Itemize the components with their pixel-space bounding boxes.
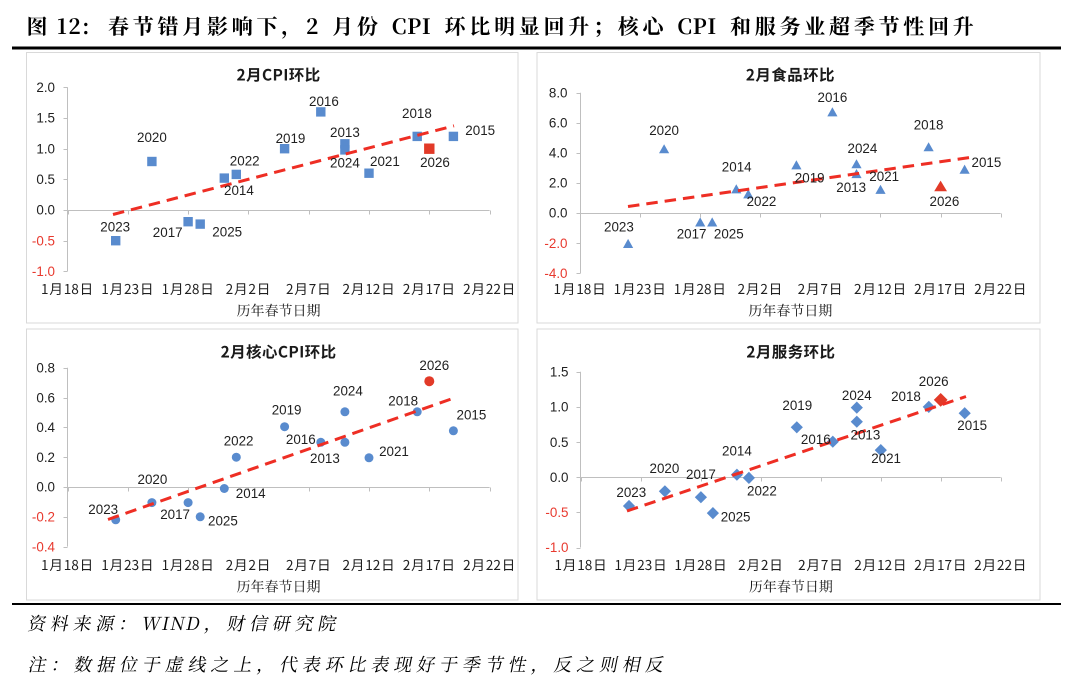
- svg-text:2018: 2018: [891, 389, 921, 404]
- svg-text:0.5: 0.5: [550, 435, 569, 450]
- svg-text:1.0: 1.0: [36, 141, 55, 156]
- svg-text:2021: 2021: [871, 451, 901, 466]
- svg-text:0.6: 0.6: [36, 390, 55, 405]
- svg-text:2013: 2013: [330, 125, 360, 140]
- svg-text:2021: 2021: [379, 444, 409, 459]
- svg-text:2015: 2015: [972, 155, 1002, 170]
- svg-text:2016: 2016: [818, 90, 848, 105]
- svg-text:2023: 2023: [100, 220, 130, 235]
- svg-text:2017: 2017: [677, 227, 707, 242]
- svg-text:2019: 2019: [276, 131, 306, 146]
- svg-text:2017: 2017: [160, 507, 190, 522]
- svg-text:2013: 2013: [851, 428, 881, 443]
- svg-text:-2.0: -2.0: [544, 236, 567, 251]
- svg-text:2018: 2018: [914, 118, 944, 133]
- svg-text:2023: 2023: [604, 220, 634, 235]
- svg-text:0.0: 0.0: [36, 480, 55, 495]
- svg-text:2014: 2014: [722, 160, 752, 175]
- svg-text:1.5: 1.5: [36, 111, 55, 126]
- svg-text:2014: 2014: [236, 486, 266, 501]
- svg-text:2025: 2025: [714, 227, 744, 242]
- svg-text:8.0: 8.0: [549, 85, 568, 100]
- svg-text:-1.0: -1.0: [32, 264, 55, 279]
- svg-text:2023: 2023: [616, 485, 646, 500]
- svg-text:2022: 2022: [224, 433, 254, 448]
- svg-text:2026: 2026: [420, 155, 450, 170]
- svg-text:2026: 2026: [919, 374, 949, 389]
- svg-text:2024: 2024: [842, 388, 872, 403]
- svg-text:-4.0: -4.0: [544, 266, 567, 281]
- svg-text:0.8: 0.8: [36, 361, 55, 376]
- svg-text:1.5: 1.5: [550, 364, 569, 379]
- svg-text:2025: 2025: [212, 225, 242, 240]
- svg-text:2013: 2013: [310, 451, 340, 466]
- svg-text:4.0: 4.0: [549, 146, 568, 161]
- svg-text:2026: 2026: [419, 358, 449, 373]
- svg-text:-0.4: -0.4: [32, 539, 56, 554]
- svg-text:0.0: 0.0: [549, 206, 568, 221]
- svg-text:0.0: 0.0: [36, 203, 55, 218]
- svg-text:2020: 2020: [138, 472, 168, 487]
- svg-text:2015: 2015: [457, 407, 487, 422]
- svg-text:2.0: 2.0: [36, 80, 55, 95]
- svg-text:0.0: 0.0: [550, 470, 569, 485]
- svg-text:2013: 2013: [836, 180, 866, 195]
- svg-text:2015: 2015: [957, 418, 987, 433]
- svg-text:2016: 2016: [286, 432, 316, 447]
- svg-text:2014: 2014: [722, 443, 752, 458]
- svg-text:2015: 2015: [465, 123, 495, 138]
- svg-text:2025: 2025: [208, 514, 238, 529]
- svg-text:-0.5: -0.5: [545, 505, 568, 520]
- svg-text:1.0: 1.0: [550, 400, 569, 415]
- svg-text:2019: 2019: [782, 398, 812, 413]
- svg-text:2019: 2019: [795, 171, 825, 186]
- svg-text:2023: 2023: [88, 502, 118, 517]
- svg-text:2019: 2019: [272, 403, 302, 418]
- svg-text:2014: 2014: [224, 183, 254, 198]
- svg-text:-1.0: -1.0: [545, 540, 568, 555]
- svg-text:2017: 2017: [153, 225, 183, 240]
- svg-text:2024: 2024: [330, 156, 360, 171]
- svg-text:2021: 2021: [370, 154, 400, 169]
- svg-text:2018: 2018: [402, 106, 432, 121]
- svg-text:2020: 2020: [650, 461, 680, 476]
- svg-text:0.2: 0.2: [36, 450, 55, 465]
- svg-text:-0.5: -0.5: [32, 233, 55, 248]
- svg-text:6.0: 6.0: [549, 116, 568, 131]
- svg-text:2018: 2018: [388, 393, 418, 408]
- svg-text:2024: 2024: [848, 141, 878, 156]
- svg-text:2025: 2025: [721, 510, 751, 525]
- svg-text:2020: 2020: [137, 130, 167, 145]
- svg-text:2020: 2020: [649, 123, 679, 138]
- svg-text:2017: 2017: [686, 467, 716, 482]
- svg-text:2026: 2026: [930, 194, 960, 209]
- svg-text:2016: 2016: [309, 94, 339, 109]
- svg-text:2022: 2022: [230, 154, 260, 169]
- svg-text:2022: 2022: [747, 194, 777, 209]
- svg-text:2016: 2016: [801, 432, 831, 447]
- svg-text:-0.2: -0.2: [32, 510, 55, 525]
- svg-text:2.0: 2.0: [549, 176, 568, 191]
- svg-text:0.4: 0.4: [36, 420, 55, 435]
- svg-text:2024: 2024: [333, 384, 363, 399]
- svg-text:2022: 2022: [747, 484, 777, 499]
- svg-text:0.5: 0.5: [36, 172, 55, 187]
- svg-text:2021: 2021: [869, 169, 899, 184]
